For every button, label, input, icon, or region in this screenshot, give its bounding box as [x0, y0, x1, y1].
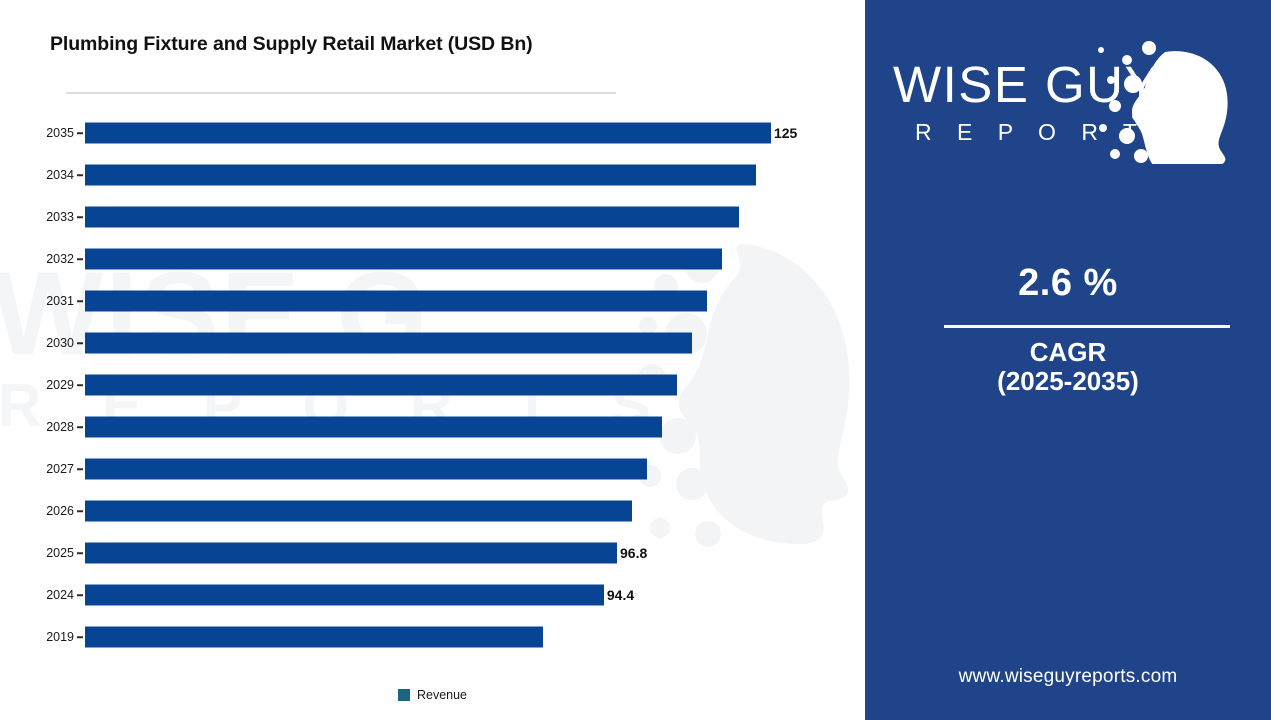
bar-plot-area: 2035 125 2034 2033 2032 2031 2030 2029 2028 2027 2… — [46, 112, 797, 654]
axis-tick — [77, 636, 83, 638]
bar-2027 — [85, 458, 648, 480]
bar-row: 2029 — [46, 364, 785, 406]
axis-tick — [77, 258, 83, 260]
y-axis-label: 2025 — [46, 546, 74, 560]
bar-value-label: 94.4 — [606, 587, 635, 603]
axis-tick — [77, 594, 83, 596]
axis-tick — [77, 510, 83, 512]
bar-2024 — [85, 584, 604, 606]
cagr-value: 2.6 % — [1018, 262, 1118, 304]
y-axis-label: 2034 — [46, 168, 74, 182]
title-divider — [66, 92, 616, 94]
bar-row: 2033 — [46, 196, 785, 238]
y-axis-label: 2019 — [46, 630, 74, 644]
bar-2032 — [85, 248, 723, 270]
bar-row: 2026 — [46, 490, 785, 532]
bar-row: 2032 — [46, 238, 785, 280]
bar-2026 — [85, 500, 633, 522]
y-axis-label: 2024 — [46, 588, 74, 602]
cagr-label-line2: (2025-2035) — [997, 366, 1139, 397]
bar-2025 — [85, 542, 617, 564]
axis-tick — [77, 174, 83, 176]
sidebar-panel: WISE GUY R E P O R T S 2.6 % CAGR (2025-… — [865, 0, 1271, 720]
y-axis-label: 2028 — [46, 420, 74, 434]
bar-2034 — [85, 164, 757, 186]
axis-tick — [77, 132, 83, 134]
axis-tick — [77, 426, 83, 428]
cagr-label: CAGR (2025-2035) — [865, 337, 1271, 397]
bar-value-label: 125 — [773, 125, 798, 141]
bar-row: 2035 125 — [46, 112, 797, 154]
bar-value-label: 96.8 — [620, 545, 648, 561]
bar-2031 — [85, 290, 708, 312]
y-axis-label: 2035 — [46, 126, 74, 140]
y-axis-label: 2026 — [46, 504, 74, 518]
bar-2035 — [85, 122, 771, 144]
axis-tick — [77, 384, 83, 386]
axis-tick — [77, 552, 83, 554]
bar-row: 2025 96.8 — [46, 532, 785, 574]
axis-tick — [77, 342, 83, 344]
bar-row: 2031 — [46, 280, 785, 322]
bar-row: 2034 — [46, 154, 785, 196]
website-url: www.wiseguyreports.com — [958, 666, 1178, 687]
bar-row: 2028 — [46, 406, 785, 448]
bar-2033 — [85, 206, 740, 228]
bar-2029 — [85, 374, 678, 396]
legend-label-revenue: Revenue — [416, 688, 468, 702]
y-axis-label: 2027 — [46, 462, 74, 476]
bar-2030 — [85, 332, 692, 354]
y-axis-label: 2031 — [46, 294, 74, 308]
y-axis-label: 2029 — [46, 378, 74, 392]
wiseguy-logo: WISE GUY R E P O R T S — [865, 36, 1271, 164]
cagr-label-line1: CAGR — [1029, 337, 1107, 367]
bar-2019 — [85, 626, 543, 648]
bar-row: 2027 — [46, 448, 785, 490]
logo-head-icon — [1098, 41, 1228, 164]
bar-row: 2030 — [46, 322, 785, 364]
legend-swatch-revenue — [397, 689, 410, 701]
axis-tick — [77, 468, 83, 470]
y-axis-label: 2032 — [46, 252, 74, 266]
y-axis-label: 2030 — [46, 336, 74, 350]
chart-title: Plumbing Fixture and Supply Retail Marke… — [50, 33, 533, 55]
bar-2028 — [85, 416, 663, 438]
bar-row: 2019 — [46, 616, 785, 658]
axis-tick — [77, 216, 83, 218]
bar-row: 2024 94.4 — [46, 574, 785, 616]
chart-panel: WISE G R E P O R T S Plumbing Fixture an… — [0, 33, 865, 702]
y-axis-label: 2033 — [46, 210, 74, 224]
cagr-divider — [944, 325, 1230, 328]
axis-tick — [77, 300, 83, 302]
chart-legend: Revenue — [0, 688, 865, 702]
